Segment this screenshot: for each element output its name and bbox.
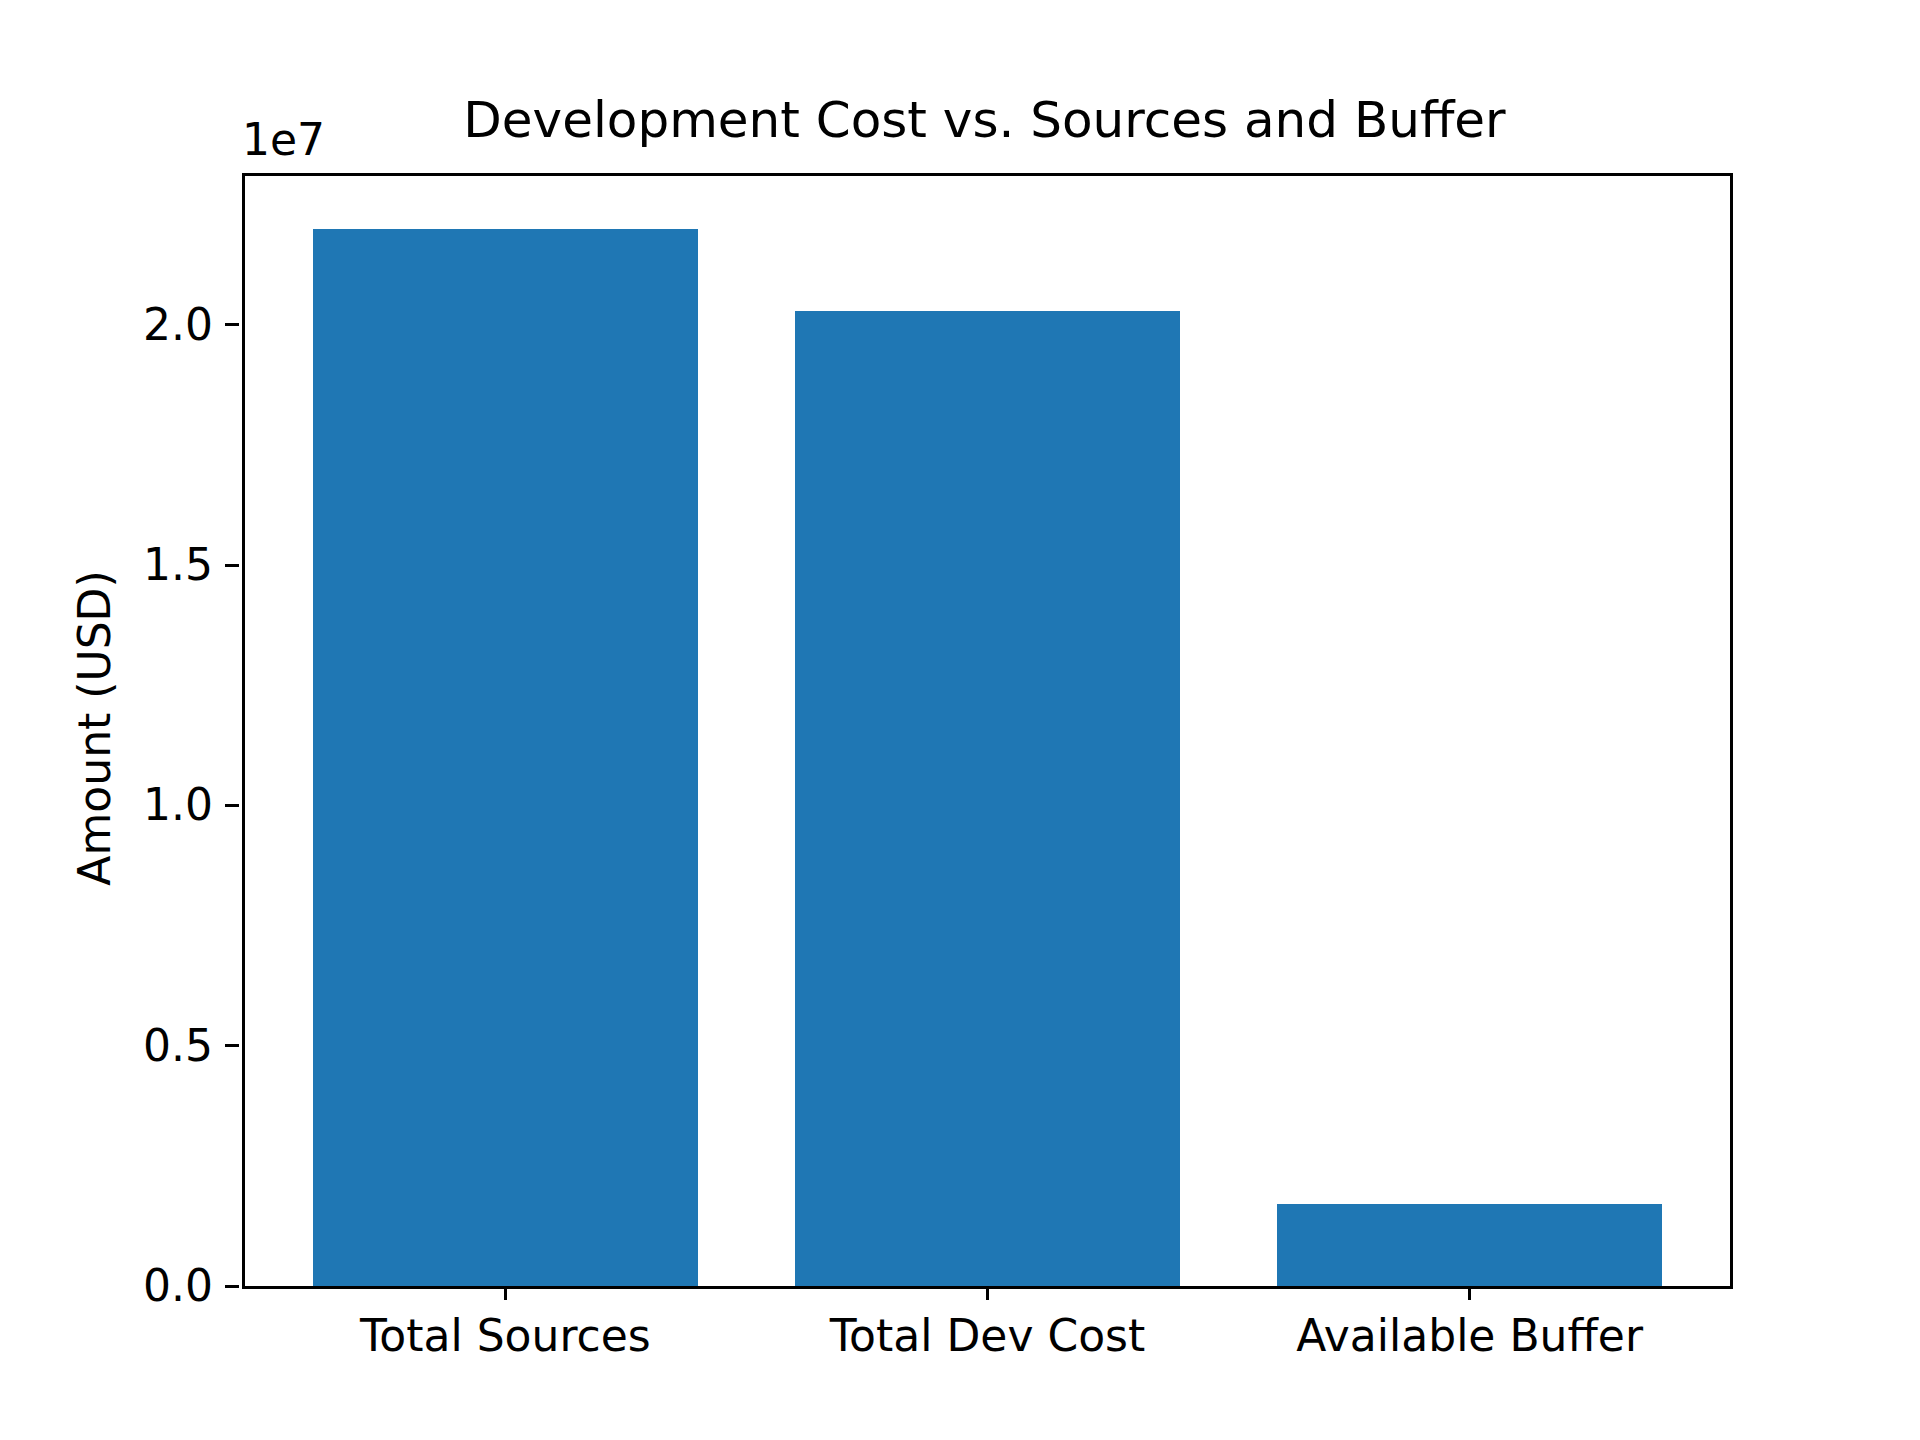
- y-tick-label-0.5: 0.5: [33, 1021, 213, 1071]
- chart-title: Development Cost vs. Sources and Buffer: [242, 92, 1727, 148]
- bar-available-buffer: [1277, 1204, 1663, 1286]
- y-tick: [225, 1285, 239, 1288]
- y-axis-label: Amount (USD): [71, 570, 119, 885]
- bar-total-dev-cost: [795, 311, 1181, 1286]
- figure: Development Cost vs. Sources and Buffer …: [0, 0, 1920, 1440]
- y-tick-label-1.5: 1.5: [33, 540, 213, 590]
- y-tick: [225, 323, 239, 326]
- x-tick-label-available-buffer: Available Buffer: [1210, 1310, 1730, 1362]
- y-tick: [225, 564, 239, 567]
- plot-area: Total SourcesTotal Dev CostAvailable Buf…: [242, 173, 1733, 1289]
- x-tick: [986, 1286, 989, 1300]
- y-tick-label-1.0: 1.0: [33, 780, 213, 830]
- bar-total-sources: [313, 229, 699, 1286]
- y-tick-label-2.0: 2.0: [33, 300, 213, 350]
- y-tick: [225, 1044, 239, 1047]
- x-tick: [1468, 1286, 1471, 1300]
- x-tick-label-total-sources: Total Sources: [245, 1310, 765, 1362]
- x-tick-label-total-dev-cost: Total Dev Cost: [728, 1310, 1248, 1362]
- y-axis-offset-label: 1e7: [242, 116, 325, 164]
- y-tick: [225, 804, 239, 807]
- y-tick-label-0.0: 0.0: [33, 1261, 213, 1311]
- x-tick: [504, 1286, 507, 1300]
